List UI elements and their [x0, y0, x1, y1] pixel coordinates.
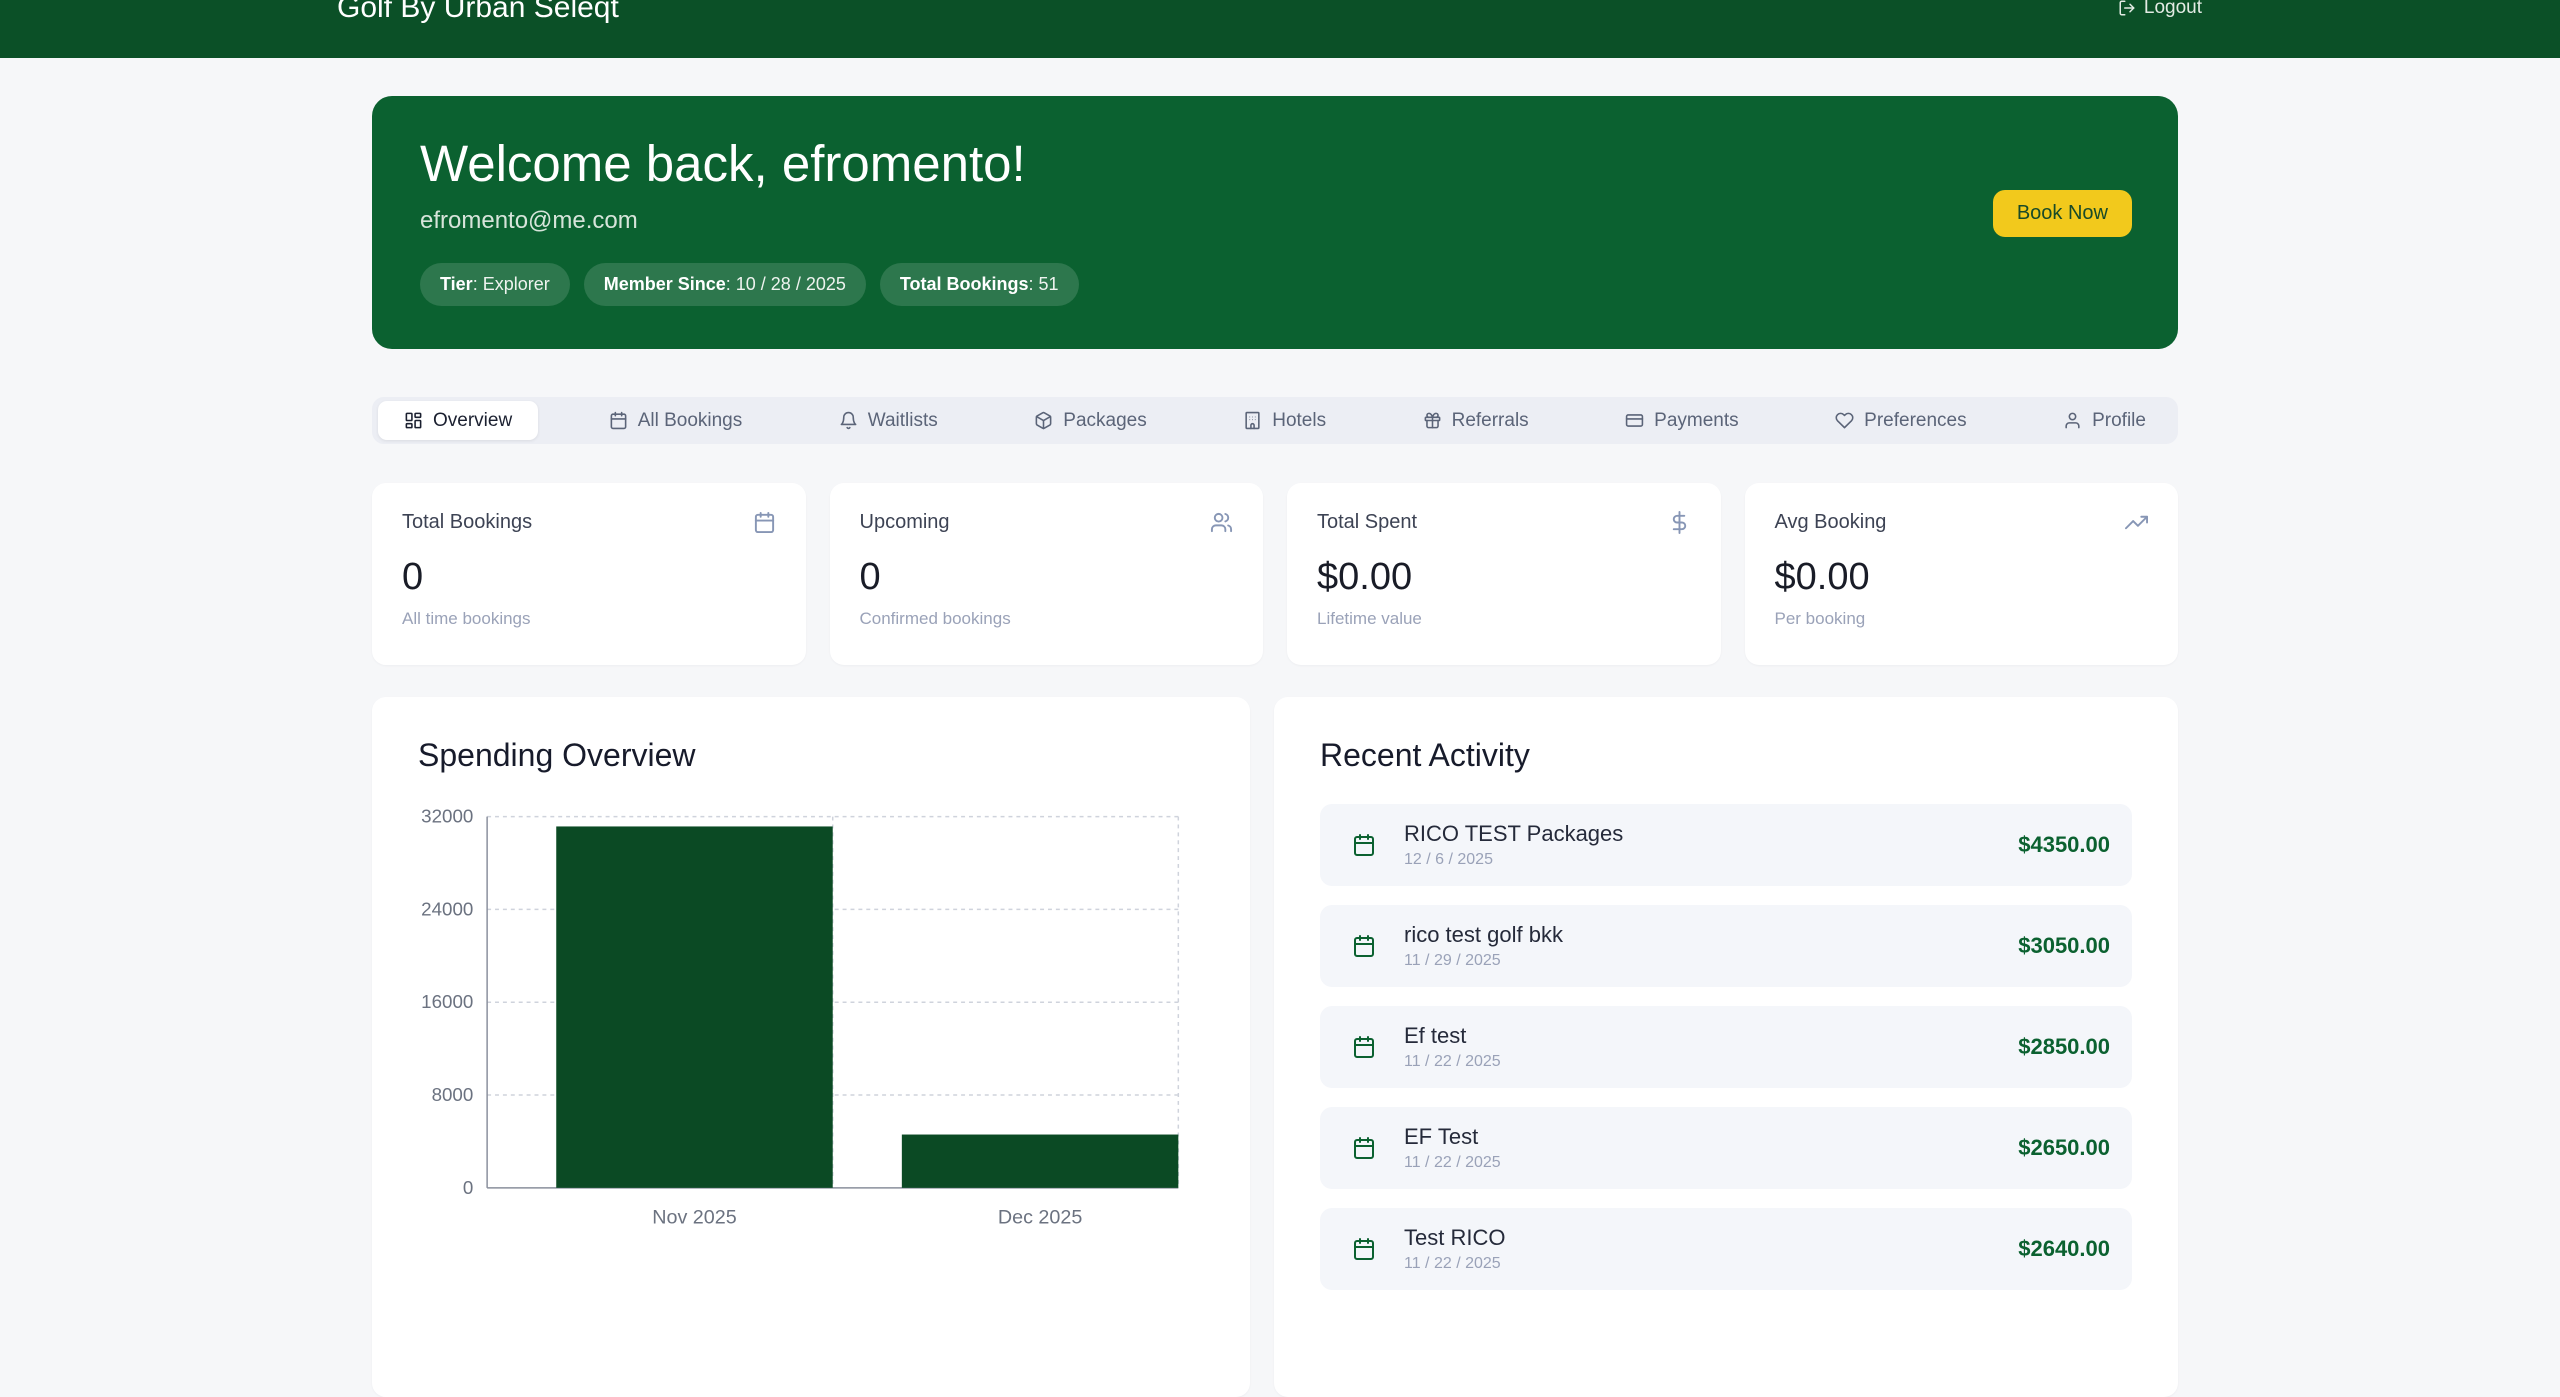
svg-text:0: 0 [463, 1177, 473, 1198]
svg-text:Nov 2025: Nov 2025 [652, 1206, 737, 1228]
svg-text:Dec 2025: Dec 2025 [998, 1206, 1083, 1228]
svg-text:8000: 8000 [432, 1084, 474, 1105]
svg-text:24000: 24000 [421, 898, 473, 919]
svg-text:32000: 32000 [421, 806, 473, 827]
svg-text:16000: 16000 [421, 991, 473, 1012]
